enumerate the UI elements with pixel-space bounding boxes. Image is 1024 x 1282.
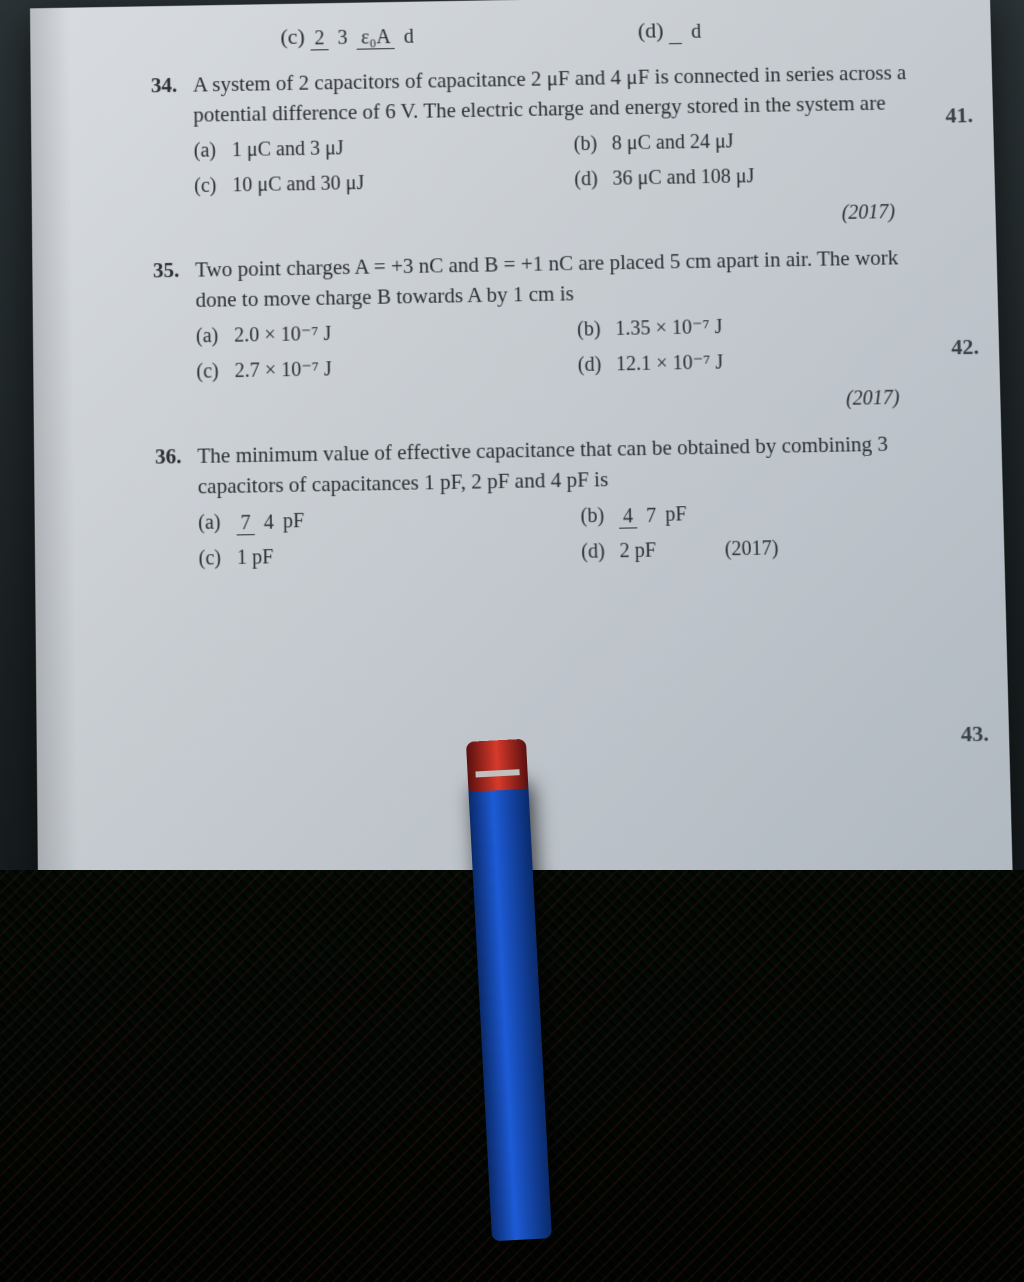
fraction: d	[669, 22, 705, 43]
question-number: 34.	[151, 70, 195, 206]
unit: pF	[278, 509, 305, 532]
question-number: 35.	[153, 254, 197, 391]
denominator: 4	[260, 511, 278, 534]
numerator: 4	[619, 505, 638, 529]
year-tag: (2017)	[154, 386, 940, 423]
option-a: (a)2.0 × 10⁻⁷ J	[196, 316, 557, 352]
question-body: A system of 2 capacitors of capacitance …	[193, 57, 935, 205]
fraction: 7 4	[236, 512, 278, 533]
option-text: 36 μC and 108 μJ	[612, 162, 754, 194]
denominator: d	[400, 26, 418, 48]
option-label: (d)	[578, 350, 609, 380]
next-column-number: 42.	[951, 334, 979, 361]
unit: pF	[660, 503, 687, 526]
option-label: (c)	[280, 24, 305, 49]
option-d-partial: (d) d	[638, 17, 706, 44]
numerator: ε₀A	[357, 26, 395, 50]
question-text: A system of 2 capacitors of capacitance …	[193, 57, 933, 131]
option-a: (a) 7 4 pF	[198, 502, 561, 538]
option-label: (b)	[577, 315, 608, 345]
question-34: 34. A system of 2 capacitors of capacita…	[151, 57, 935, 206]
option-d: (d)2 pF (2017)	[581, 531, 944, 567]
option-label: (d)	[581, 537, 612, 567]
option-text: 2.7 × 10⁻⁷ J	[234, 355, 332, 386]
numerator: 7	[236, 512, 254, 536]
option-text: 4 7 pF	[619, 500, 687, 531]
option-label: (d)	[638, 17, 664, 42]
question-body: The minimum value of effective capacitan…	[197, 427, 944, 577]
option-label: (a)	[198, 508, 229, 538]
options: (a) 7 4 pF (b) 4 7 pF	[198, 495, 944, 573]
option-b: (b)1.35 × 10⁻⁷ J	[577, 309, 939, 345]
options: (a) 1 μC and 3 μJ (b)8 μC and 24 μJ (c) 10…	[194, 124, 935, 201]
option-text: 1 pF	[237, 543, 274, 573]
option-b: (b) 4 7 pF	[580, 495, 943, 531]
option-d: (d)36 μC and 108 μJ	[574, 159, 935, 194]
fraction: 2 3	[310, 28, 351, 49]
question-text: The minimum value of effective capacitan…	[197, 427, 942, 502]
partial-previous-options: (c) 2 3 ε₀A d (d) d	[150, 13, 931, 53]
option-b: (b)8 μC and 24 μJ	[573, 124, 933, 159]
option-label: (c)	[198, 543, 229, 573]
next-column-number: 41.	[945, 102, 973, 129]
option-label: (a)	[194, 136, 224, 166]
option-text: 1.35 × 10⁻⁷ J	[615, 313, 723, 344]
option-d: (d)12.1 × 10⁻⁷ J	[578, 344, 940, 380]
numerator	[669, 21, 682, 44]
option-label: (d)	[574, 165, 605, 195]
fraction: 4 7	[619, 506, 661, 527]
fraction: ε₀A d	[357, 27, 418, 48]
option-text: 10 μC and 30 μJ	[232, 169, 364, 200]
option-label: (b)	[580, 501, 611, 531]
denominator: d	[687, 21, 705, 43]
option-text: 7 4 pF	[236, 506, 304, 537]
year-tag: (2017)	[724, 534, 778, 564]
question-number: 36.	[155, 440, 199, 578]
option-c: (c)2.7 × 10⁻⁷ J	[196, 351, 558, 387]
option-c-partial: (c) 2 3 ε₀A d	[280, 22, 418, 50]
option-label: (c)	[196, 357, 227, 387]
denominator: 7	[642, 505, 661, 528]
option-text: 2.0 × 10⁻⁷ J	[234, 319, 332, 350]
option-text: 1 μC and 3 μJ	[232, 134, 344, 165]
denominator: 3	[333, 27, 351, 49]
numerator: 2	[310, 27, 328, 50]
option-label: (b)	[573, 129, 604, 159]
question-36: 36. The minimum value of effective capac…	[155, 427, 944, 578]
option-c: (c) 10 μC and 30 μJ	[194, 166, 555, 201]
option-text: 2 pF	[619, 536, 656, 566]
option-c: (c) 1 pF	[198, 538, 561, 574]
option-text: 12.1 × 10⁻⁷ J	[616, 348, 724, 379]
option-a: (a) 1 μC and 3 μJ	[194, 130, 554, 165]
question-35: 35. Two point charges A = +3 nC and B = …	[153, 241, 940, 391]
option-text: 8 μC and 24 μJ	[611, 127, 733, 158]
question-body: Two point charges A = +3 nC and B = +1 n…	[195, 241, 939, 390]
next-column-number: 43.	[961, 720, 990, 747]
option-label: (a)	[196, 321, 227, 351]
option-label: (c)	[194, 171, 224, 201]
question-text: Two point charges A = +3 nC and B = +1 n…	[195, 241, 938, 315]
options: (a)2.0 × 10⁻⁷ J (b)1.35 × 10⁻⁷ J (c)2.7 …	[196, 309, 940, 387]
year-tag: (2017)	[152, 200, 935, 237]
